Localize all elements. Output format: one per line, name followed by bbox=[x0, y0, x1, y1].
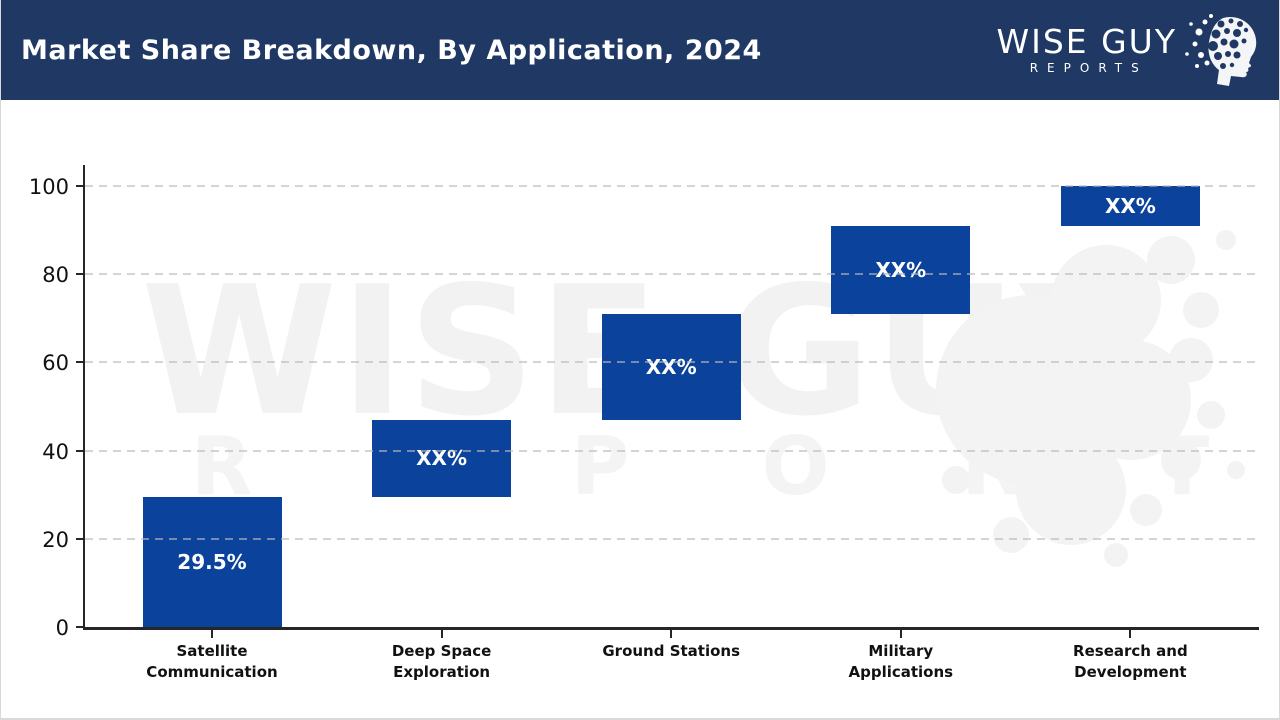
x-category-label-line: Satellite bbox=[176, 642, 248, 660]
y-tick-label: 0 bbox=[55, 616, 69, 640]
logo-subtitle: REPORTS bbox=[1029, 61, 1148, 75]
y-tick-mark bbox=[76, 626, 83, 628]
x-category-label-line: Deep Space bbox=[391, 642, 492, 660]
x-category-label-line: Development bbox=[1074, 663, 1187, 681]
y-axis-line bbox=[83, 165, 85, 629]
x-category-label-line: Ground Stations bbox=[602, 642, 741, 660]
gridline bbox=[85, 361, 1259, 364]
bar: XX% bbox=[601, 313, 741, 420]
bar: 29.5% bbox=[142, 496, 282, 627]
y-tick-mark bbox=[76, 537, 83, 540]
gridline bbox=[85, 185, 1259, 187]
y-tick-label: 20 bbox=[42, 527, 69, 552]
bar: XX% bbox=[372, 419, 512, 497]
x-category-label: Ground Stations bbox=[602, 641, 740, 662]
bar-value-label: 29.5% bbox=[177, 549, 247, 574]
y-tick-label: 60 bbox=[42, 351, 69, 376]
y-tick-label: 80 bbox=[42, 263, 69, 288]
watermark-face-icon bbox=[936, 230, 1245, 567]
x-tick-mark bbox=[899, 630, 902, 638]
x-category-label-line: Communication bbox=[146, 663, 278, 681]
logo-text: WISE GUY REPORTS bbox=[996, 22, 1177, 76]
x-category-label-line: Research and bbox=[1073, 642, 1188, 660]
y-tick-label: 40 bbox=[42, 439, 69, 464]
bar-value-label: XX% bbox=[645, 354, 697, 379]
chart-plot-area: 0 20 40 60 80 100 29.5% Satellite Communication X… bbox=[1, 100, 1279, 718]
x-category-label-line: Applications bbox=[848, 663, 954, 681]
page-title: Market Share Breakdown, By Application, … bbox=[21, 34, 762, 66]
x-axis-line bbox=[83, 627, 1259, 630]
x-tick-mark bbox=[440, 630, 443, 638]
bar-value-label: XX% bbox=[875, 257, 927, 282]
x-category-label-line: Exploration bbox=[393, 663, 491, 681]
gridline bbox=[85, 537, 1259, 540]
logo-face-icon bbox=[1185, 14, 1257, 87]
y-tick-label: 100 bbox=[28, 175, 69, 199]
x-category-label: Deep Space Exploration bbox=[392, 641, 492, 683]
x-tick-mark bbox=[670, 630, 673, 638]
wise-guy-reports-logo: WISE GUY REPORTS bbox=[996, 8, 1279, 92]
y-tick-mark bbox=[76, 361, 83, 364]
logo-wordmark: WISE GUY bbox=[996, 22, 1177, 61]
gridline bbox=[85, 273, 1259, 276]
x-tick-mark bbox=[1129, 630, 1132, 638]
bar-value-label: XX% bbox=[1104, 193, 1156, 218]
y-tick-mark bbox=[76, 273, 83, 276]
y-tick-mark bbox=[76, 449, 83, 452]
x-category-label: Satellite Communication bbox=[146, 641, 277, 683]
x-category-label: Military Applications bbox=[848, 641, 953, 683]
x-category-label-line: Military bbox=[868, 642, 934, 660]
y-tick-mark bbox=[76, 185, 83, 187]
header-bar: Market Share Breakdown, By Application, … bbox=[1, 0, 1279, 100]
x-category-label: Research and Development bbox=[1073, 641, 1188, 683]
bar: XX% bbox=[1060, 186, 1200, 226]
x-tick-mark bbox=[211, 630, 213, 638]
bar: XX% bbox=[831, 225, 971, 314]
gridline bbox=[85, 449, 1259, 452]
